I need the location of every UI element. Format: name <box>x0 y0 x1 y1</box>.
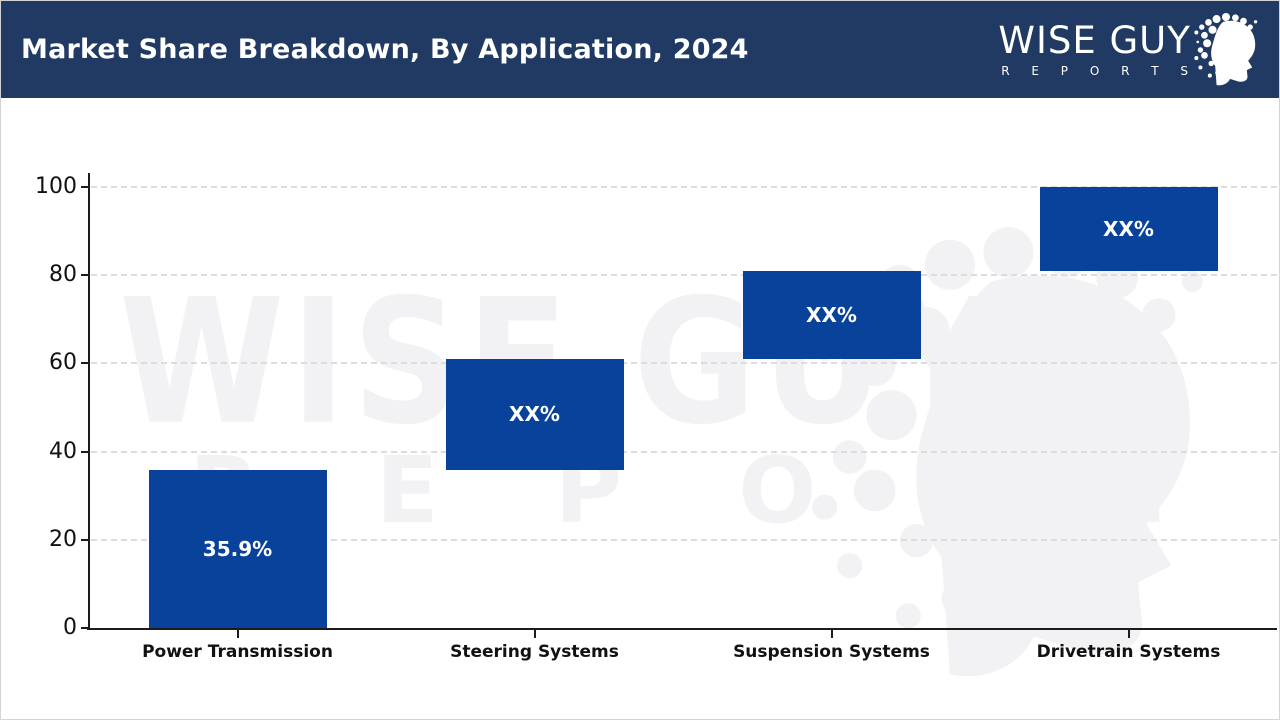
x-category-label-0: Power Transmission <box>142 642 333 662</box>
logo-wordmark: WISE GUY <box>998 18 1191 62</box>
x-tick-2 <box>830 630 833 638</box>
bar-steering-systems: XX% <box>445 358 624 470</box>
logo-subtext: R E P O R T S <box>1001 63 1197 78</box>
y-tick-40 <box>81 450 89 453</box>
bar-value-label: 35.9% <box>202 536 273 561</box>
gridline-80 <box>91 274 1277 277</box>
logo-text: WISE GUY R E P O R T S <box>992 22 1197 78</box>
y-axis-line <box>88 173 90 630</box>
bar-drivetrain-systems: XX% <box>1039 187 1218 271</box>
y-tick-80 <box>81 274 89 277</box>
y-tick-label-60: 60 <box>49 350 77 376</box>
gridline-60 <box>91 362 1277 365</box>
bar-power-transmission: 35.9% <box>148 469 327 628</box>
y-tick-100 <box>81 186 89 188</box>
y-tick-label-20: 20 <box>49 526 77 552</box>
x-category-label-1: Steering Systems <box>450 642 619 662</box>
bar-value-label: XX% <box>806 302 857 327</box>
x-category-label-2: Suspension Systems <box>733 642 930 662</box>
y-tick-0 <box>81 627 89 629</box>
y-tick-label-100: 100 <box>35 174 77 199</box>
x-tick-1 <box>533 630 536 638</box>
wise-guy-logo: WISE GUY R E P O R T S <box>992 9 1265 91</box>
x-tick-0 <box>236 630 239 638</box>
y-tick-label-40: 40 <box>49 438 77 464</box>
bar-value-label: XX% <box>1103 216 1154 241</box>
y-tick-60 <box>81 362 89 365</box>
x-category-label-3: Drivetrain Systems <box>1036 642 1221 662</box>
header: Market Share Breakdown, By Application, … <box>1 1 1279 98</box>
gridline-100 <box>91 186 1277 188</box>
y-tick-label-0: 0 <box>63 615 77 640</box>
bar-value-label: XX% <box>509 402 560 427</box>
gridline-40 <box>91 450 1277 453</box>
gridline-20 <box>91 538 1277 541</box>
bar-suspension-systems: XX% <box>742 270 921 359</box>
x-axis-line <box>87 628 1277 630</box>
x-tick-3 <box>1127 630 1130 638</box>
page-title: Market Share Breakdown, By Application, … <box>21 34 749 65</box>
y-tick-20 <box>81 538 89 541</box>
logo-head-icon <box>1194 12 1258 85</box>
y-tick-label-80: 80 <box>49 262 77 288</box>
